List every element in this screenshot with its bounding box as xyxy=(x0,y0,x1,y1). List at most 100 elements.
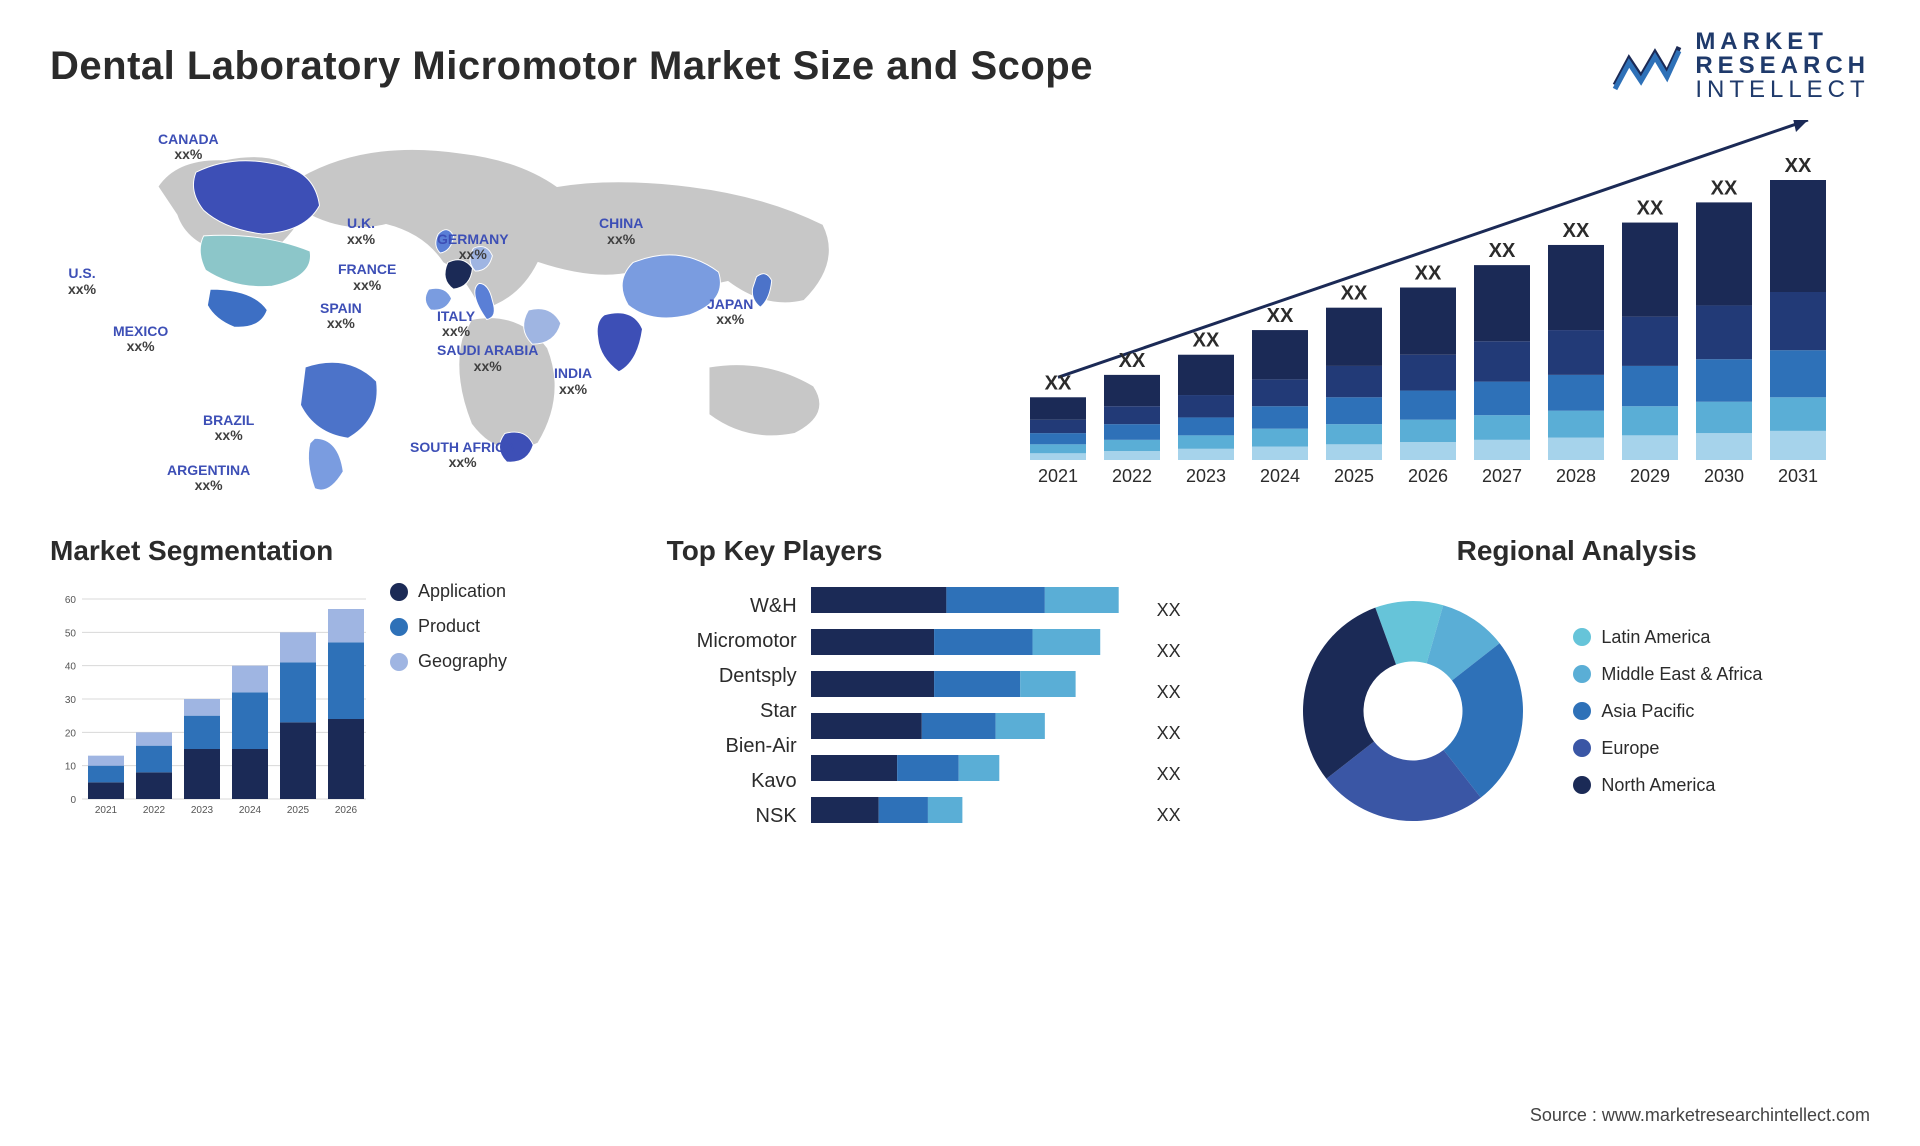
legend-item: North America xyxy=(1573,775,1762,796)
svg-text:0: 0 xyxy=(70,795,76,806)
logo-icon xyxy=(1611,39,1683,93)
legend-item: Europe xyxy=(1573,738,1762,759)
svg-text:10: 10 xyxy=(65,762,77,773)
svg-text:XX: XX xyxy=(1119,350,1146,372)
regional-legend: Latin America Middle East & Africa Asia Pa… xyxy=(1573,627,1762,796)
key-players-title: Top Key Players xyxy=(667,535,1254,567)
legend-item: Middle East & Africa xyxy=(1573,664,1762,685)
legend-item: Geography xyxy=(390,651,507,672)
key-players-chart xyxy=(807,581,1147,841)
svg-text:2025: 2025 xyxy=(1334,466,1374,486)
map-label: SPAINxx% xyxy=(320,301,362,332)
key-player-value: XX xyxy=(1157,600,1181,621)
svg-text:XX: XX xyxy=(1711,177,1738,199)
regional-panel: Regional Analysis Latin America Middle Ea… xyxy=(1283,535,1870,841)
logo-line2: RESEARCH xyxy=(1695,54,1870,78)
key-players-names: W&HMicromotorDentsplyStarBien-AirKavoNSK xyxy=(667,595,797,828)
svg-text:30: 30 xyxy=(65,695,77,706)
page-title: Dental Laboratory Micromotor Market Size… xyxy=(50,44,1093,89)
legend-item: Asia Pacific xyxy=(1573,701,1762,722)
svg-text:XX: XX xyxy=(1415,263,1442,285)
svg-text:50: 50 xyxy=(65,628,77,639)
regional-donut xyxy=(1283,581,1543,841)
map-label: SOUTH AFRICAxx% xyxy=(410,440,515,471)
segmentation-legend: Application Product Geography xyxy=(390,581,507,821)
svg-text:2031: 2031 xyxy=(1778,466,1818,486)
svg-text:2024: 2024 xyxy=(1260,466,1300,486)
map-label: U.K.xx% xyxy=(347,216,375,247)
map-label: ARGENTINAxx% xyxy=(167,463,250,494)
map-label: INDIAxx% xyxy=(554,366,592,397)
svg-text:2027: 2027 xyxy=(1482,466,1522,486)
legend-item: Application xyxy=(390,581,507,602)
country-usa xyxy=(200,235,310,286)
legend-item: Product xyxy=(390,616,507,637)
svg-text:2023: 2023 xyxy=(191,805,214,816)
svg-text:XX: XX xyxy=(1785,155,1812,177)
svg-text:2030: 2030 xyxy=(1704,466,1744,486)
key-player-name: Bien-Air xyxy=(726,735,797,758)
world-map-panel: CANADAxx% U.S.xx% MEXICOxx% BRAZILxx% ARGENT… xyxy=(50,120,950,505)
map-label: FRANCExx% xyxy=(338,262,396,293)
svg-text:2024: 2024 xyxy=(239,805,262,816)
svg-text:XX: XX xyxy=(1563,220,1590,242)
map-label: GERMANYxx% xyxy=(437,232,509,263)
logo-line3: INTELLECT xyxy=(1695,78,1870,102)
country-argentina xyxy=(308,438,343,490)
map-label: BRAZILxx% xyxy=(203,413,254,444)
svg-text:20: 20 xyxy=(65,728,77,739)
regional-title: Regional Analysis xyxy=(1283,535,1870,567)
svg-text:2022: 2022 xyxy=(143,805,166,816)
brand-logo: MARKET RESEARCH INTELLECT xyxy=(1611,30,1870,102)
svg-text:40: 40 xyxy=(65,662,77,673)
svg-text:2023: 2023 xyxy=(1186,466,1226,486)
country-mexico xyxy=(207,289,267,327)
segmentation-panel: Market Segmentation 0 10 20 30 40 50 60 2021 202… xyxy=(50,535,637,841)
map-label: JAPANxx% xyxy=(707,297,753,328)
svg-text:2028: 2028 xyxy=(1556,466,1596,486)
key-player-name: Star xyxy=(760,700,797,723)
key-player-name: W&H xyxy=(750,595,797,618)
svg-text:2021: 2021 xyxy=(95,805,118,816)
key-player-name: Micromotor xyxy=(697,630,797,653)
map-label: ITALYxx% xyxy=(437,309,475,340)
key-player-value: XX xyxy=(1157,723,1181,744)
svg-text:XX: XX xyxy=(1489,240,1516,262)
map-label: U.S.xx% xyxy=(68,266,96,297)
key-player-value: XX xyxy=(1157,805,1181,826)
country-saudi xyxy=(524,309,561,345)
map-label: MEXICOxx% xyxy=(113,324,168,355)
svg-text:XX: XX xyxy=(1637,198,1664,220)
key-player-name: Kavo xyxy=(751,770,797,793)
svg-text:2021: 2021 xyxy=(1038,466,1078,486)
svg-text:2022: 2022 xyxy=(1112,466,1152,486)
svg-text:XX: XX xyxy=(1045,372,1072,394)
key-players-panel: Top Key Players W&HMicromotorDentsplySta… xyxy=(667,535,1254,841)
svg-text:2029: 2029 xyxy=(1630,466,1670,486)
svg-text:XX: XX xyxy=(1341,283,1368,305)
country-china xyxy=(622,255,720,318)
map-label: SAUDI ARABIAxx% xyxy=(437,343,538,374)
legend-item: Latin America xyxy=(1573,627,1762,648)
segmentation-title: Market Segmentation xyxy=(50,535,637,567)
logo-line1: MARKET xyxy=(1695,30,1870,54)
growth-chart-panel: XX 2021 XX 2022 XX 2023 XX 2024 XX 2025 XX 2026 XX 20… xyxy=(990,120,1870,505)
map-label: CANADAxx% xyxy=(158,132,219,163)
svg-text:XX: XX xyxy=(1267,305,1294,327)
svg-text:2025: 2025 xyxy=(287,805,310,816)
svg-text:2026: 2026 xyxy=(1408,466,1448,486)
key-player-name: NSK xyxy=(756,805,797,828)
key-player-value: XX xyxy=(1157,764,1181,785)
country-brazil xyxy=(301,362,378,438)
svg-text:XX: XX xyxy=(1193,330,1220,352)
growth-chart: XX 2021 XX 2022 XX 2023 XX 2024 XX 2025 XX 2026 XX 20… xyxy=(990,120,1870,500)
source-line: Source : www.marketresearchintellect.com xyxy=(1530,1105,1870,1126)
key-player-value: XX xyxy=(1157,641,1181,662)
country-india xyxy=(597,313,642,372)
key-player-value: XX xyxy=(1157,682,1181,703)
key-players-values: XX XX XX XX XX XX xyxy=(1157,596,1181,826)
svg-text:60: 60 xyxy=(65,595,77,606)
segmentation-chart: 0 10 20 30 40 50 60 2021 2022 2023 2024 2025 2026 xyxy=(50,581,370,821)
svg-text:2026: 2026 xyxy=(335,805,358,816)
map-label: CHINAxx% xyxy=(599,216,643,247)
